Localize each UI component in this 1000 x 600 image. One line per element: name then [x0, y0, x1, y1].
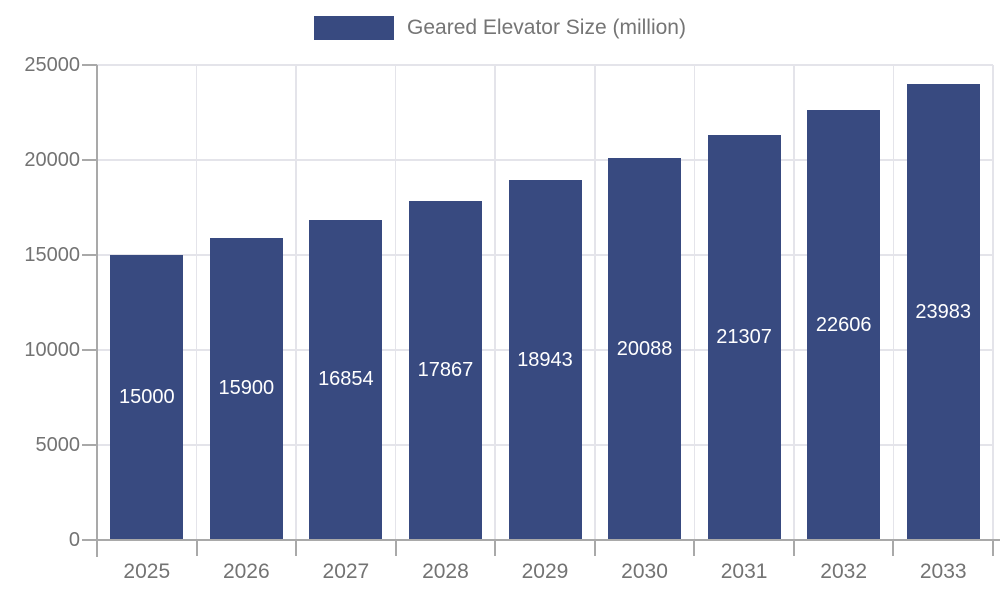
x-gridline	[494, 65, 496, 540]
bar-value-label: 15900	[218, 377, 275, 400]
x-tick	[593, 540, 596, 556]
x-tick-label: 2026	[222, 560, 270, 583]
x-tick	[195, 540, 198, 556]
x-tick-label: 2033	[919, 560, 967, 583]
bar-value-label: 22606	[815, 313, 872, 336]
bar[interactable]: 16854	[309, 219, 383, 540]
bar-value-label: 17867	[417, 358, 474, 381]
x-gridline	[992, 65, 994, 540]
x-tick	[295, 540, 298, 556]
bar[interactable]: 20088	[608, 158, 682, 540]
x-tick-label: 2030	[621, 560, 668, 583]
bar[interactable]: 17867	[408, 200, 482, 540]
bar[interactable]: 22606	[807, 110, 881, 540]
x-gridline	[693, 65, 696, 540]
x-gridline	[195, 65, 198, 540]
x-tick	[892, 540, 895, 556]
legend-label: Geared Elevator Size (million)	[407, 16, 686, 39]
bar-value-label: 15000	[118, 386, 175, 408]
y-tick-label: 20000	[24, 149, 80, 171]
x-tick-label: 2031	[720, 560, 768, 583]
bar[interactable]: 21307	[707, 135, 781, 540]
y-axis-line	[96, 65, 98, 557]
legend-swatch	[314, 16, 395, 40]
x-gridline	[295, 65, 297, 540]
bar[interactable]: 23983	[906, 84, 980, 540]
x-tick	[96, 540, 98, 556]
x-tick	[992, 540, 994, 556]
y-gridline	[97, 159, 993, 161]
bar-value-label: 18943	[517, 348, 573, 371]
x-tick	[693, 540, 696, 556]
y-tick-label: 5000	[35, 434, 81, 456]
x-tick	[494, 540, 497, 556]
x-tick-label: 2025	[123, 560, 171, 583]
plot-area: 15000 15900 16854 17867 18943 20088 21307 22606…	[97, 64, 994, 540]
bar-value-label: 21307	[716, 326, 772, 349]
bar-value-label: 23983	[915, 300, 972, 323]
bar[interactable]: 18943	[508, 180, 582, 540]
x-tick-label: 2032	[820, 560, 867, 583]
y-tick	[82, 444, 97, 446]
y-gridline	[97, 64, 993, 66]
y-tick	[82, 349, 97, 351]
y-tick-label: 25000	[24, 54, 80, 76]
x-axis-line	[82, 539, 1000, 541]
y-tick	[82, 159, 97, 161]
x-gridline	[394, 65, 397, 540]
bar[interactable]: 15900	[209, 237, 283, 540]
y-tick	[82, 254, 97, 256]
x-gridline	[793, 65, 795, 540]
x-tick	[394, 540, 397, 556]
y-tick-label: 15000	[24, 244, 80, 266]
bar-value-label: 20088	[616, 337, 673, 360]
legend[interactable]: Geared Elevator Size (million)	[0, 16, 1000, 40]
bar-value-label: 16854	[318, 368, 374, 391]
x-tick	[792, 540, 795, 556]
x-gridline	[892, 65, 895, 540]
y-tick-label: 10000	[24, 339, 80, 361]
x-tick-label: 2027	[322, 560, 370, 583]
y-tick	[82, 539, 97, 541]
x-gridline	[594, 65, 596, 540]
bar[interactable]: 15000	[110, 255, 184, 540]
x-tick-label: 2029	[521, 560, 569, 583]
y-tick-label: 0	[68, 529, 80, 551]
x-tick-label: 2028	[422, 560, 469, 583]
y-tick	[82, 64, 97, 66]
